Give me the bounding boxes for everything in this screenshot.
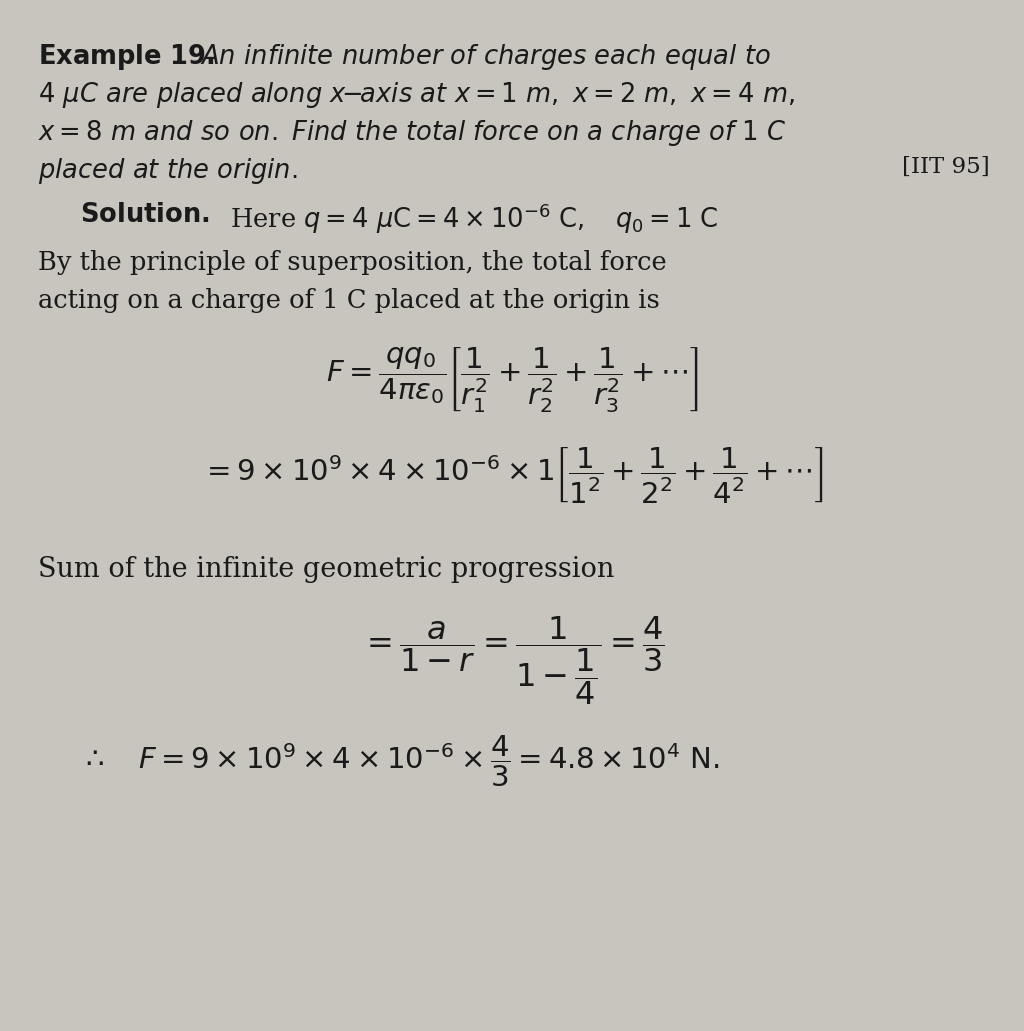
Text: $\mathit{4\ \mu C\ are\ placed\ along\ x\!\!-\!\!axis\ at\ x = 1\ m,\ x = 2\ m,\: $\mathit{4\ \mu C\ are\ placed\ along\ x… [38,80,795,110]
Text: $\mathit{An\ infinite\ number\ of\ charges\ each\ equal\ to}$: $\mathit{An\ infinite\ number\ of\ charg… [200,42,771,72]
Text: $\mathbf{Solution.}$: $\mathbf{Solution.}$ [80,202,210,227]
Text: Sum of the infinite geometric progression: Sum of the infinite geometric progressio… [38,556,614,583]
Text: $\mathbf{Example\ 19.}$: $\mathbf{Example\ 19.}$ [38,42,214,72]
Text: $= 9 \times 10^9 \times 4 \times 10^{-6} \times 1\left[\dfrac{1}{1^2} + \dfrac{1: $= 9 \times 10^9 \times 4 \times 10^{-6}… [201,446,823,506]
Text: $= \dfrac{a}{1-r} = \dfrac{1}{1 - \dfrac{1}{4}} = \dfrac{4}{3}$: $= \dfrac{a}{1-r} = \dfrac{1}{1 - \dfrac… [359,614,665,707]
Text: [IIT 95]: [IIT 95] [902,156,990,178]
Text: $\therefore\quad F = 9 \times 10^9 \times 4 \times 10^{-6} \times \dfrac{4}{3} =: $\therefore\quad F = 9 \times 10^9 \time… [80,734,720,789]
Text: $F = \dfrac{qq_0}{4\pi\varepsilon_0}\left[\dfrac{1}{r_1^2} + \dfrac{1}{r_2^2} + : $F = \dfrac{qq_0}{4\pi\varepsilon_0}\lef… [326,346,698,415]
Text: $\mathit{x = 8\ m\ and\ so\ on.\ Find\ the\ total\ force\ on\ a\ charge\ of\ 1\ : $\mathit{x = 8\ m\ and\ so\ on.\ Find\ t… [38,118,786,148]
Text: $\mathit{placed\ at\ the\ origin.}$: $\mathit{placed\ at\ the\ origin.}$ [38,156,298,186]
Text: Here $q = 4\ \mu\mathrm{C} = 4 \times 10^{-6}\ \mathrm{C},\quad q_0 = 1\ \mathrm: Here $q = 4\ \mu\mathrm{C} = 4 \times 10… [230,202,719,236]
Text: acting on a charge of 1 C placed at the origin is: acting on a charge of 1 C placed at the … [38,288,659,313]
Text: By the principle of superposition, the total force: By the principle of superposition, the t… [38,250,667,275]
